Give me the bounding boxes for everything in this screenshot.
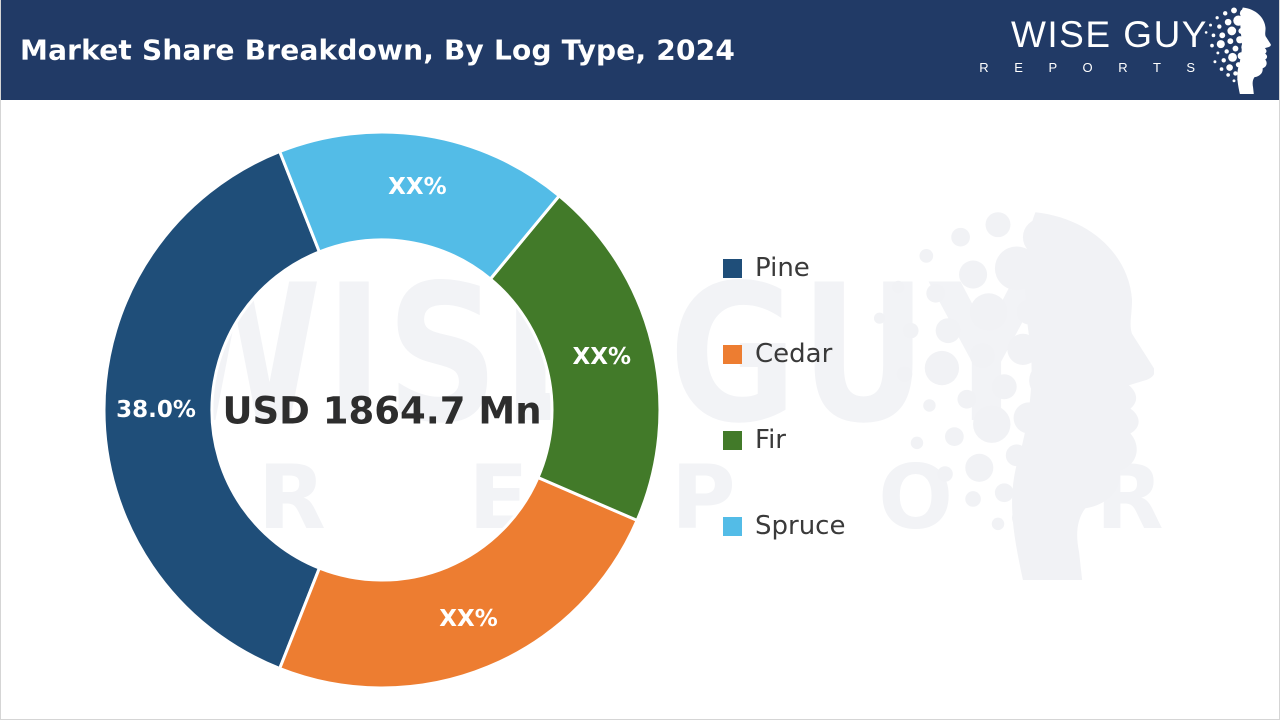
legend-swatch-pine (723, 258, 742, 278)
legend-label-cedar: Cedar (755, 339, 833, 369)
legend-swatch-spruce (723, 516, 742, 536)
pie-slice-spruce (278, 130, 561, 281)
legend-item-fir: Fir (723, 425, 845, 455)
logo-reports-text: R E P O R T S (979, 60, 1206, 75)
legend-item-pine: Pine (723, 253, 845, 283)
slice-value-label-spruce: XX% (388, 174, 447, 200)
slice-value-label-fir: XX% (573, 344, 632, 370)
legend-label-pine: Pine (755, 253, 810, 283)
slice-value-label-pine: 38.0% (116, 397, 196, 423)
page-title: Market Share Breakdown, By Log Type, 202… (20, 33, 736, 67)
chart-legend: Pine Cedar Fir Spruce (723, 253, 846, 600)
legend-item-cedar: Cedar (723, 339, 845, 369)
pie-slice-cedar (278, 476, 639, 690)
pie-slice-fir (488, 194, 662, 522)
header-banner: Market Share Breakdown, By Log Type, 202… (0, 0, 1280, 100)
legend-swatch-cedar (723, 344, 742, 364)
chart-center-value: USD 1864.7 Mn (222, 390, 541, 433)
legend-label-spruce: Spruce (755, 511, 846, 541)
logo-wordmark: WISE GUY (1010, 14, 1208, 55)
legend-label-fir: Fir (755, 425, 786, 455)
slice-value-label-cedar: XX% (439, 606, 498, 632)
watermark-head-dots-icon (873, 212, 1154, 580)
pie-slice-pine (102, 150, 321, 670)
legend-swatch-fir (723, 430, 742, 450)
watermark-wordmark: WISE GUY (150, 244, 1047, 465)
logo-head-dots-icon (1204, 7, 1271, 94)
legend-item-spruce: Spruce (723, 511, 846, 541)
